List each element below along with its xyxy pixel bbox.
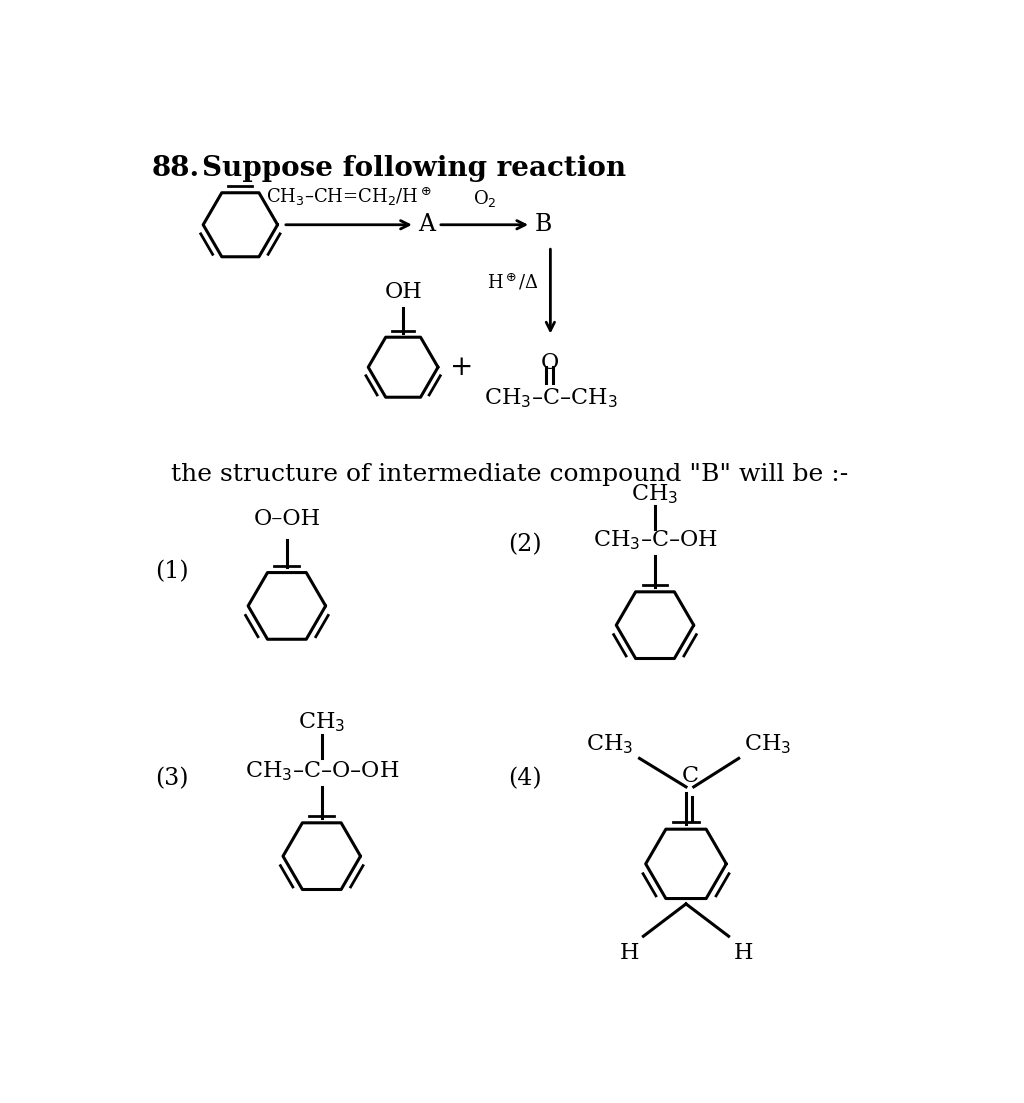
Text: A: A bbox=[419, 213, 435, 236]
Text: CH$_3$–C–O–OH: CH$_3$–C–O–OH bbox=[245, 759, 399, 783]
Text: (4): (4) bbox=[508, 768, 542, 791]
Text: (2): (2) bbox=[508, 533, 542, 556]
Text: (1): (1) bbox=[155, 559, 188, 582]
Text: OH: OH bbox=[384, 281, 422, 303]
Text: H: H bbox=[620, 942, 640, 964]
Text: CH$_3$: CH$_3$ bbox=[298, 711, 345, 735]
Text: CH$_3$: CH$_3$ bbox=[632, 482, 679, 506]
Text: CH$_3$: CH$_3$ bbox=[586, 732, 633, 756]
Text: H: H bbox=[734, 942, 754, 964]
Text: C: C bbox=[681, 764, 698, 786]
Text: CH$_3$: CH$_3$ bbox=[744, 732, 792, 756]
Text: (3): (3) bbox=[155, 768, 188, 791]
Text: CH$_3$–C–OH: CH$_3$–C–OH bbox=[593, 528, 718, 552]
Text: CH$_3$–C–CH$_3$: CH$_3$–C–CH$_3$ bbox=[483, 386, 617, 410]
Text: Suppose following reaction: Suppose following reaction bbox=[202, 156, 626, 182]
Text: CH$_3$–CH=CH$_2$/H$^\oplus$: CH$_3$–CH=CH$_2$/H$^\oplus$ bbox=[266, 185, 432, 207]
Text: 88.: 88. bbox=[152, 156, 200, 182]
Text: O: O bbox=[542, 352, 559, 374]
Text: B: B bbox=[535, 213, 552, 236]
Text: +: + bbox=[450, 354, 473, 381]
Text: O–OH: O–OH bbox=[253, 508, 321, 531]
Text: H$^\oplus$/Δ: H$^\oplus$/Δ bbox=[486, 272, 539, 292]
Text: the structure of intermediate compound "B" will be :-: the structure of intermediate compound "… bbox=[171, 463, 848, 486]
Text: O$_2$: O$_2$ bbox=[473, 189, 497, 210]
